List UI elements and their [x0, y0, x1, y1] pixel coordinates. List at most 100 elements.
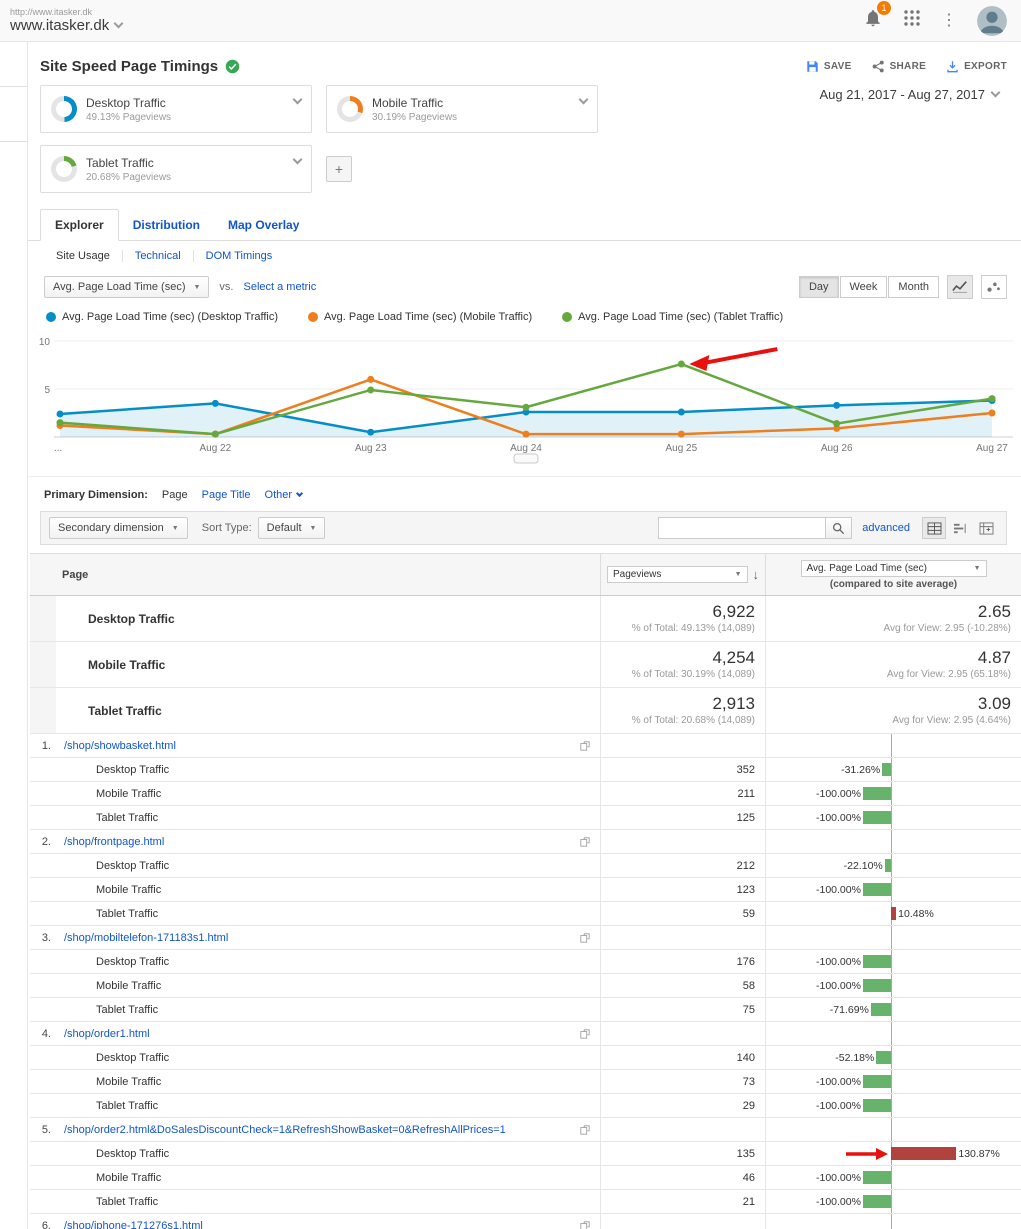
empty-cell	[600, 1118, 765, 1141]
select-metric-link[interactable]: Select a metric	[243, 281, 317, 293]
column-header-page[interactable]: Page	[62, 568, 89, 581]
row-index: 2.	[41, 835, 51, 848]
export-button[interactable]: EXPORT	[946, 60, 1007, 73]
segment-donut-icon	[51, 96, 77, 122]
delta-bar-cell: -22.10%	[765, 854, 1021, 877]
account-name: www.itasker.dk	[10, 17, 110, 34]
tab-map-overlay[interactable]: Map Overlay	[228, 218, 300, 232]
zero-axis	[890, 998, 892, 1021]
subtab-technical[interactable]: Technical	[121, 250, 193, 262]
subtab-site-usage[interactable]: Site Usage	[56, 250, 110, 262]
dimension-other[interactable]: Other	[264, 489, 293, 501]
date-range-selector[interactable]: Aug 21, 2017 - Aug 27, 2017	[819, 87, 1001, 102]
account-selector[interactable]: www.itasker.dk	[10, 17, 124, 34]
granularity-week-button[interactable]: Week	[839, 276, 888, 298]
open-in-new-icon[interactable]	[580, 932, 590, 943]
negative-delta: -100.00%	[814, 806, 891, 829]
granularity-month-button[interactable]: Month	[888, 276, 939, 298]
motion-chart-type-button[interactable]	[981, 275, 1007, 299]
open-in-new-icon[interactable]	[580, 836, 590, 847]
notifications-button[interactable]: 1	[863, 1, 891, 33]
svg-text:5: 5	[44, 385, 50, 396]
segment-row: Desktop Traffic 140 -52.18%	[30, 1046, 1021, 1070]
segment-card-mobile[interactable]: Mobile Traffic 30.19% Pageviews	[326, 85, 598, 133]
segment-card-desktop[interactable]: Desktop Traffic 49.13% Pageviews	[40, 85, 312, 133]
chevron-down-icon[interactable]	[292, 94, 303, 105]
summary-avg-note: Avg for View: 2.95 (4.64%)	[892, 715, 1011, 726]
summary-avg-load-time: 3.09	[977, 694, 1011, 713]
avg-load-time-column-dropdown[interactable]: Avg. Page Load Time (sec) ▼	[800, 559, 987, 577]
segment-row: Desktop Traffic 212 -22.10%	[30, 854, 1021, 878]
secondary-dimension-dropdown[interactable]: Secondary dimension ▼	[49, 517, 188, 539]
empty-cell	[765, 926, 1021, 949]
user-avatar[interactable]	[977, 5, 1007, 36]
table-view-icon	[927, 521, 941, 535]
delta-bar-cell: -100.00%	[765, 782, 1021, 805]
caret-down-icon: ▼	[171, 524, 179, 532]
table-view-button[interactable]	[922, 517, 946, 539]
page-title: Site Speed Page Timings	[40, 58, 219, 75]
pivot-view-button[interactable]	[974, 517, 998, 539]
granularity-day-button[interactable]: Day	[798, 276, 839, 298]
page-link[interactable]: /shop/order1.html	[64, 1027, 150, 1040]
delta-bar-cell: 130.87%	[765, 1142, 1021, 1165]
open-in-new-icon[interactable]	[580, 1028, 590, 1039]
zero-axis	[890, 1022, 892, 1045]
overflow-menu-button[interactable]: ⋮	[941, 11, 957, 29]
sort-type-dropdown[interactable]: Default ▼	[257, 517, 326, 539]
line-chart-type-button[interactable]	[947, 275, 973, 299]
table-header: Page Pageviews ▼ ↓ Avg. Page Load Time (…	[30, 554, 1021, 596]
chevron-down-icon[interactable]	[578, 94, 589, 105]
segment-name: Desktop Traffic	[86, 95, 166, 110]
sidebar-divider	[0, 141, 27, 142]
add-segment-button[interactable]: +	[326, 156, 352, 182]
open-in-new-icon[interactable]	[580, 740, 590, 751]
avg-column-label: Avg. Page Load Time (sec)	[806, 562, 927, 574]
advanced-filter-link[interactable]: advanced	[862, 522, 910, 534]
open-in-new-icon[interactable]	[580, 1124, 590, 1135]
subtab-dom-timings[interactable]: DOM Timings	[192, 250, 285, 262]
dimension-page-title[interactable]: Page Title	[201, 489, 251, 501]
delta-label: 10.48%	[898, 907, 934, 920]
segment-pageviews: 59	[600, 902, 765, 925]
comparison-view-button[interactable]	[948, 517, 972, 539]
page-link[interactable]: /shop/order2.html&DoSalesDiscountCheck=1…	[64, 1123, 506, 1136]
page-row: 2. /shop/frontpage.html	[30, 830, 1021, 854]
svg-text:Aug 23: Aug 23	[355, 443, 387, 454]
negative-delta: -22.10%	[842, 854, 891, 877]
metric-selector-dropdown[interactable]: Avg. Page Load Time (sec) ▼	[44, 276, 210, 298]
segment-pageviews: 352	[600, 758, 765, 781]
verified-check-icon	[225, 59, 240, 74]
search-button[interactable]	[826, 517, 853, 539]
row-gutter	[30, 642, 56, 687]
pageviews-column-dropdown[interactable]: Pageviews ▼	[607, 566, 748, 583]
delta-label: -52.18%	[835, 1051, 875, 1064]
segment-row: Desktop Traffic 352 -31.26%	[30, 758, 1021, 782]
table-search-input[interactable]	[658, 517, 827, 539]
tab-explorer[interactable]: Explorer	[40, 209, 119, 241]
page-link[interactable]: /shop/mobiltelefon-171183s1.html	[64, 931, 229, 944]
sort-descending-icon[interactable]: ↓	[752, 567, 760, 582]
zero-axis	[890, 878, 892, 901]
zero-axis	[890, 854, 892, 877]
delta-label: -22.10%	[843, 859, 883, 872]
delta-label: -100.00%	[816, 1171, 861, 1184]
apps-grid-button[interactable]	[903, 9, 921, 32]
collapsed-sidebar[interactable]	[0, 42, 28, 1229]
share-label: SHARE	[889, 61, 927, 72]
metric-selector-label: Avg. Page Load Time (sec)	[53, 281, 186, 293]
delta-label: -71.69%	[829, 1003, 869, 1016]
save-button[interactable]: SAVE	[806, 60, 852, 73]
page-link[interactable]: /shop/frontpage.html	[64, 835, 165, 848]
open-in-new-icon[interactable]	[580, 1220, 590, 1229]
negative-delta: -100.00%	[814, 974, 891, 997]
page-link[interactable]: /shop/iphone-171276s1.html	[64, 1219, 203, 1229]
segment-card-tablet[interactable]: Tablet Traffic 20.68% Pageviews	[40, 145, 312, 193]
summary-segment-name: Mobile Traffic	[88, 657, 166, 672]
chevron-down-icon[interactable]	[292, 154, 303, 165]
share-button[interactable]: SHARE	[872, 60, 927, 73]
page-link[interactable]: /shop/showbasket.html	[64, 739, 176, 752]
positive-delta: 130.87%	[890, 1142, 1002, 1165]
tab-distribution[interactable]: Distribution	[132, 218, 201, 232]
dimension-page[interactable]: Page	[161, 489, 188, 501]
